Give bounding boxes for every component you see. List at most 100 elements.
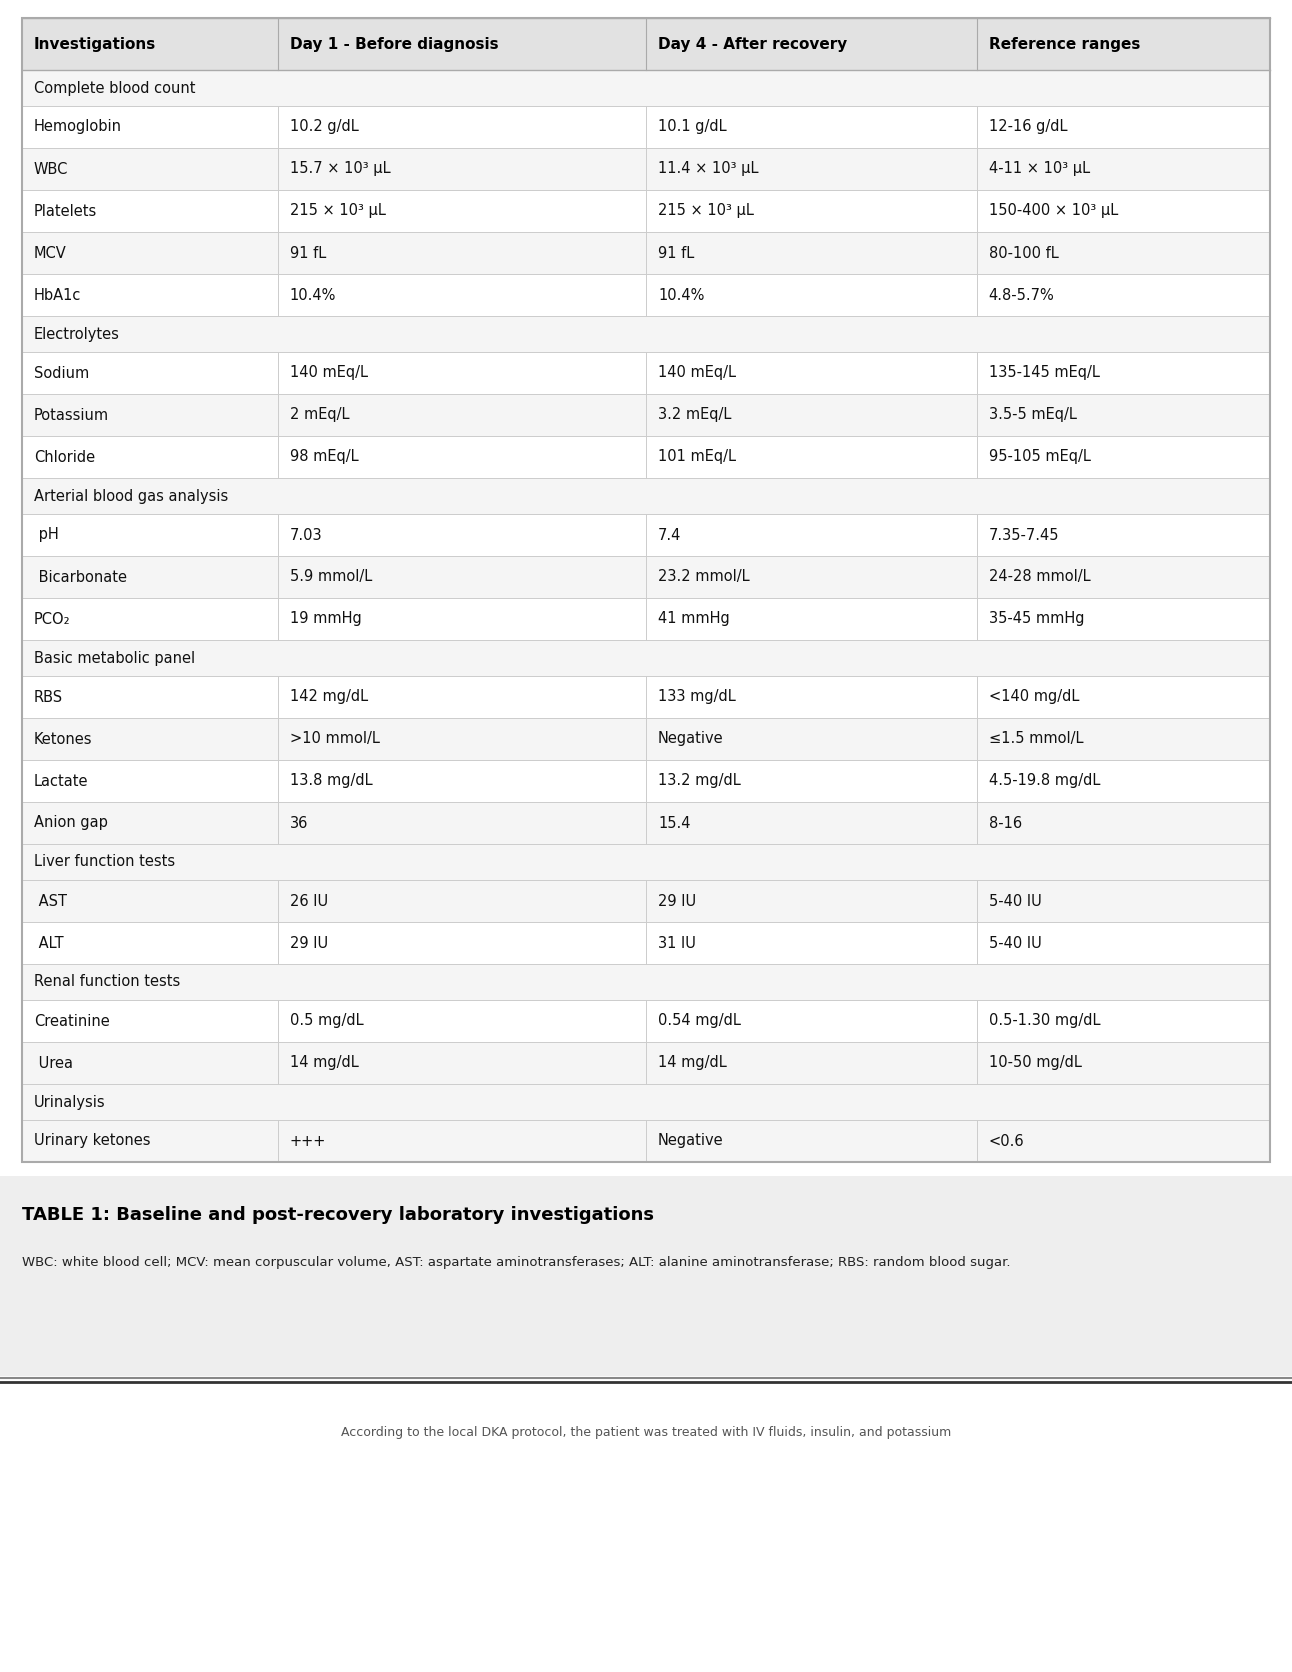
Bar (22, 557, 1270, 599)
Bar (22, 717, 1270, 761)
Text: 41 mmHg: 41 mmHg (658, 612, 730, 627)
Text: 5.9 mmol/L: 5.9 mmol/L (289, 570, 372, 585)
Bar (22, 232, 1270, 274)
Text: According to the local DKA protocol, the patient was treated with IV fluids, ins: According to the local DKA protocol, the… (341, 1426, 951, 1440)
Text: Basic metabolic panel: Basic metabolic panel (34, 650, 195, 665)
Text: 0.54 mg/dL: 0.54 mg/dL (658, 1013, 740, 1028)
Text: 13.8 mg/dL: 13.8 mg/dL (289, 774, 372, 789)
Text: Urinalysis: Urinalysis (34, 1095, 106, 1110)
Text: 15.4: 15.4 (658, 816, 690, 831)
Bar (22, 1042, 1270, 1083)
Text: Reference ranges: Reference ranges (988, 37, 1140, 52)
Text: Bicarbonate: Bicarbonate (34, 570, 127, 585)
Text: <140 mg/dL: <140 mg/dL (988, 689, 1079, 704)
Text: Renal function tests: Renal function tests (34, 975, 181, 990)
Bar (22, 675, 1270, 717)
Bar (22, 879, 1270, 921)
Text: <0.6: <0.6 (988, 1134, 1025, 1149)
Text: 91 fL: 91 fL (658, 246, 694, 261)
Text: Complete blood count: Complete blood count (34, 80, 195, 95)
Text: 95-105 mEq/L: 95-105 mEq/L (988, 450, 1090, 465)
Bar (22, 274, 1270, 316)
Text: Electrolytes: Electrolytes (34, 326, 120, 341)
Text: Anion gap: Anion gap (34, 816, 107, 831)
Text: Potassium: Potassium (34, 408, 109, 423)
Text: 10.1 g/dL: 10.1 g/dL (658, 119, 726, 134)
Text: ≤1.5 mmol/L: ≤1.5 mmol/L (988, 732, 1083, 746)
Bar (22, 149, 1270, 191)
Text: 23.2 mmol/L: 23.2 mmol/L (658, 570, 749, 585)
Text: 14 mg/dL: 14 mg/dL (658, 1055, 726, 1070)
Text: 8-16: 8-16 (988, 816, 1022, 831)
Text: 10-50 mg/dL: 10-50 mg/dL (988, 1055, 1081, 1070)
Text: Lactate: Lactate (34, 774, 88, 789)
Text: 0.5-1.30 mg/dL: 0.5-1.30 mg/dL (988, 1013, 1101, 1028)
Text: 3.2 mEq/L: 3.2 mEq/L (658, 408, 731, 423)
Text: Hemoglobin: Hemoglobin (34, 119, 121, 134)
Text: Day 4 - After recovery: Day 4 - After recovery (658, 37, 848, 52)
Text: 13.2 mg/dL: 13.2 mg/dL (658, 774, 740, 789)
Text: 35-45 mmHg: 35-45 mmHg (988, 612, 1084, 627)
Text: 10.4%: 10.4% (658, 288, 704, 303)
Text: AST: AST (34, 893, 67, 908)
Text: 15.7 × 10³ μL: 15.7 × 10³ μL (289, 162, 390, 177)
Text: 101 mEq/L: 101 mEq/L (658, 450, 736, 465)
Bar (22, 599, 1270, 640)
Text: 2 mEq/L: 2 mEq/L (289, 408, 349, 423)
Text: Urinary ketones: Urinary ketones (34, 1134, 150, 1149)
Bar (22, 478, 1270, 513)
Bar (22, 844, 1270, 879)
Bar (22, 513, 1270, 557)
Text: Urea: Urea (34, 1055, 74, 1070)
Text: TABLE 1: Baseline and post-recovery laboratory investigations: TABLE 1: Baseline and post-recovery labo… (22, 1206, 654, 1224)
Text: Investigations: Investigations (34, 37, 156, 52)
Bar (22, 965, 1270, 1000)
Text: Sodium: Sodium (34, 366, 89, 381)
Text: 26 IU: 26 IU (289, 893, 328, 908)
Text: 19 mmHg: 19 mmHg (289, 612, 362, 627)
Bar (22, 1083, 1270, 1120)
Text: 12-16 g/dL: 12-16 g/dL (988, 119, 1067, 134)
Bar (22, 803, 1270, 844)
Bar (22, 353, 1270, 395)
Text: PCO₂: PCO₂ (34, 612, 71, 627)
Bar (22, 316, 1270, 353)
Text: 10.2 g/dL: 10.2 g/dL (289, 119, 359, 134)
Bar (22, 1000, 1270, 1042)
Text: 133 mg/dL: 133 mg/dL (658, 689, 735, 704)
Text: 0.5 mg/dL: 0.5 mg/dL (289, 1013, 363, 1028)
Text: 4.5-19.8 mg/dL: 4.5-19.8 mg/dL (988, 774, 1099, 789)
Text: 140 mEq/L: 140 mEq/L (289, 366, 368, 381)
Text: Liver function tests: Liver function tests (34, 854, 176, 869)
Bar (22, 105, 1270, 149)
Text: 10.4%: 10.4% (289, 288, 336, 303)
Text: +++: +++ (289, 1134, 326, 1149)
Bar (22, 191, 1270, 232)
Text: Ketones: Ketones (34, 732, 93, 746)
Text: 215 × 10³ μL: 215 × 10³ μL (289, 204, 386, 219)
Bar (22, 18, 1270, 1162)
Text: pH: pH (34, 527, 58, 542)
Text: Arterial blood gas analysis: Arterial blood gas analysis (34, 488, 229, 503)
Text: 7.03: 7.03 (289, 527, 323, 542)
Bar (0, 1376, 1292, 1672)
Text: ALT: ALT (34, 936, 63, 950)
Text: Negative: Negative (658, 1134, 724, 1149)
Text: 7.35-7.45: 7.35-7.45 (988, 527, 1059, 542)
Bar (22, 18, 1270, 70)
Text: 5-40 IU: 5-40 IU (988, 893, 1041, 908)
Text: RBS: RBS (34, 689, 63, 704)
Bar (22, 640, 1270, 675)
Text: Chloride: Chloride (34, 450, 96, 465)
Bar (22, 395, 1270, 436)
Text: 7.4: 7.4 (658, 527, 681, 542)
Text: 140 mEq/L: 140 mEq/L (658, 366, 736, 381)
Text: 150-400 × 10³ μL: 150-400 × 10³ μL (988, 204, 1118, 219)
Text: 4-11 × 10³ μL: 4-11 × 10³ μL (988, 162, 1090, 177)
Text: WBC: white blood cell; MCV: mean corpuscular volume, AST: aspartate aminotransfe: WBC: white blood cell; MCV: mean corpusc… (22, 1256, 1010, 1269)
Text: 14 mg/dL: 14 mg/dL (289, 1055, 359, 1070)
Text: 3.5-5 mEq/L: 3.5-5 mEq/L (988, 408, 1076, 423)
Bar (22, 921, 1270, 965)
Text: Day 1 - Before diagnosis: Day 1 - Before diagnosis (289, 37, 499, 52)
Text: Platelets: Platelets (34, 204, 97, 219)
